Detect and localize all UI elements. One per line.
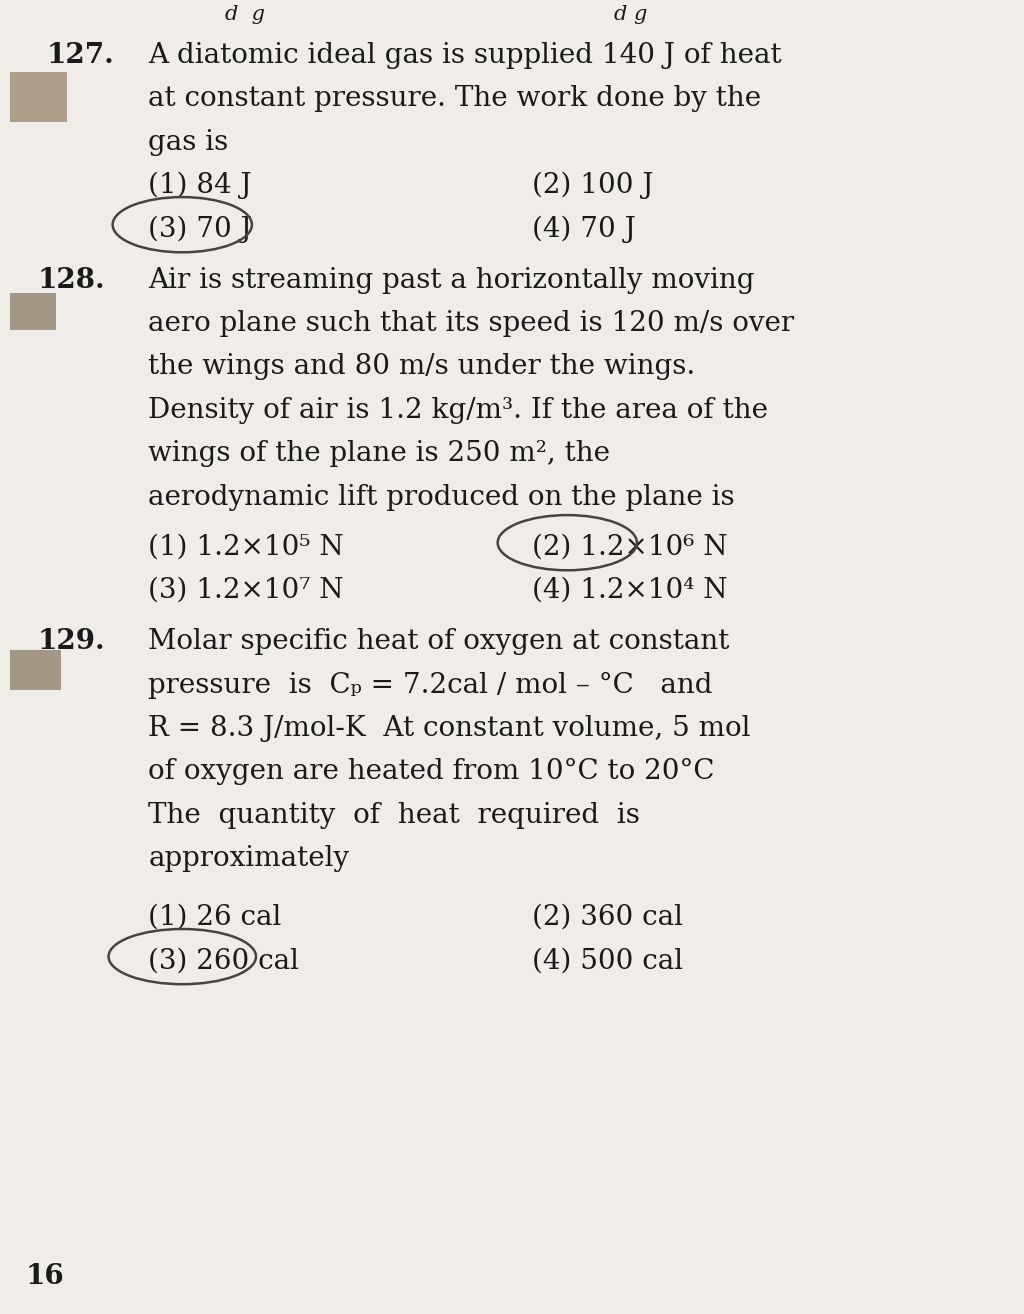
Text: pressure  is  Cₚ = 7.2cal / mol – °C   and: pressure is Cₚ = 7.2cal / mol – °C and [148, 671, 713, 699]
Text: The  quantity  of  heat  required  is: The quantity of heat required is [148, 802, 640, 829]
Text: (2) 360 cal: (2) 360 cal [532, 904, 683, 932]
Text: gas is: gas is [148, 129, 228, 156]
Text: 128.: 128. [38, 267, 105, 294]
Text: d  g: d g [225, 5, 265, 24]
Text: at constant pressure. The work done by the: at constant pressure. The work done by t… [148, 85, 762, 113]
Text: (2) 1.2×10⁶ N: (2) 1.2×10⁶ N [532, 533, 728, 561]
Text: (3) 260 cal: (3) 260 cal [148, 947, 299, 975]
Text: (1) 84 J: (1) 84 J [148, 172, 252, 200]
Text: 127.: 127. [46, 42, 114, 70]
Text: (2) 100 J: (2) 100 J [532, 172, 654, 200]
Text: (3) 1.2×10⁷ N: (3) 1.2×10⁷ N [148, 577, 344, 604]
Text: (4) 1.2×10⁴ N: (4) 1.2×10⁴ N [532, 577, 728, 604]
FancyBboxPatch shape [10, 72, 67, 122]
Text: (4) 500 cal: (4) 500 cal [532, 947, 684, 975]
Text: Density of air is 1.2 kg/m³. If the area of the: Density of air is 1.2 kg/m³. If the area… [148, 397, 768, 424]
Text: R = 8.3 J/mol-K  At constant volume, 5 mol: R = 8.3 J/mol-K At constant volume, 5 mo… [148, 715, 751, 742]
FancyBboxPatch shape [10, 650, 61, 690]
Text: the wings and 80 m/s under the wings.: the wings and 80 m/s under the wings. [148, 353, 695, 381]
Text: A diatomic ideal gas is supplied 140 J of heat: A diatomic ideal gas is supplied 140 J o… [148, 42, 782, 70]
Text: aerodynamic lift produced on the plane is: aerodynamic lift produced on the plane i… [148, 484, 735, 511]
Text: (3) 70 J: (3) 70 J [148, 215, 252, 243]
FancyBboxPatch shape [10, 293, 56, 330]
Text: (1) 1.2×10⁵ N: (1) 1.2×10⁵ N [148, 533, 344, 561]
Text: wings of the plane is 250 m², the: wings of the plane is 250 m², the [148, 440, 610, 468]
Text: Air is streaming past a horizontally moving: Air is streaming past a horizontally mov… [148, 267, 755, 294]
Text: d g: d g [614, 5, 648, 24]
Text: approximately: approximately [148, 845, 349, 872]
Text: of oxygen are heated from 10°C to 20°C: of oxygen are heated from 10°C to 20°C [148, 758, 715, 786]
Text: 16: 16 [26, 1263, 65, 1290]
Text: aero plane such that its speed is 120 m/s over: aero plane such that its speed is 120 m/… [148, 310, 795, 338]
Text: 129.: 129. [38, 628, 105, 656]
Text: (4) 70 J: (4) 70 J [532, 215, 636, 243]
Text: Molar specific heat of oxygen at constant: Molar specific heat of oxygen at constan… [148, 628, 730, 656]
Text: (1) 26 cal: (1) 26 cal [148, 904, 282, 932]
